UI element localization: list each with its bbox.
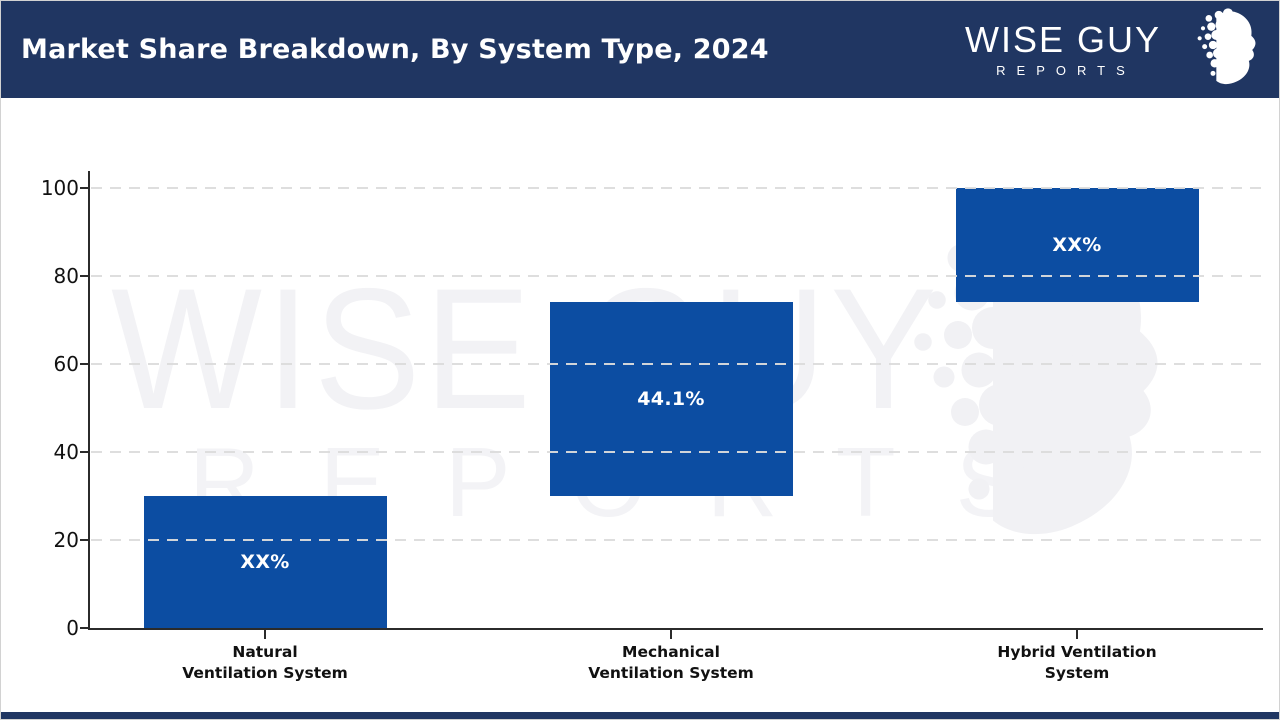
header-banner: Market Share Breakdown, By System Type, … <box>1 1 1279 98</box>
category-label-1: Natural Ventilation System <box>105 642 425 684</box>
category-label-line: Natural <box>232 643 298 661</box>
y-tick-mark-80 <box>80 275 89 277</box>
bar-natural-ventilation-system: XX% <box>143 496 387 628</box>
gridline-100 <box>91 187 1263 189</box>
y-tick-mark-20 <box>80 539 89 541</box>
category-label-3: Hybrid Ventilation System <box>917 642 1237 684</box>
x-axis-line <box>88 628 1263 630</box>
bar-mechanical-ventilation-system: 44.1% <box>549 301 793 496</box>
y-tick-mark-60 <box>80 363 89 365</box>
y-tick-label-0: 0 <box>66 616 79 640</box>
category-label-2: Mechanical Ventilation System <box>511 642 831 684</box>
footer-bar <box>1 712 1279 719</box>
y-tick-label-20: 20 <box>53 528 79 552</box>
wiseguy-logo-text: WISE GUY REPORTS <box>964 19 1161 78</box>
x-tick-mark-1 <box>264 630 266 639</box>
logo-face-dots-icon <box>1197 7 1256 84</box>
logo-reports-label: REPORTS <box>996 63 1136 78</box>
y-tick-mark-100 <box>80 187 89 189</box>
bar-value-label: 44.1% <box>637 387 705 410</box>
y-tick-mark-40 <box>80 451 89 453</box>
category-label-line: Ventilation System <box>182 664 348 682</box>
gridline-80 <box>91 275 1263 277</box>
bar-value-label: XX% <box>240 551 290 573</box>
category-label-line: Hybrid Ventilation <box>997 643 1157 661</box>
gridline-20 <box>91 539 1263 541</box>
logo-wiseguy-label: WISE GUY <box>964 19 1161 60</box>
wiseguy-logo: WISE GUY REPORTS <box>964 7 1263 92</box>
y-tick-label-80: 80 <box>53 264 79 288</box>
page-title: Market Share Breakdown, By System Type, … <box>21 34 769 65</box>
category-label-line: System <box>1044 664 1110 682</box>
y-axis-line <box>88 171 90 630</box>
y-tick-label-100: 100 <box>40 176 79 200</box>
y-tick-label-40: 40 <box>53 440 79 464</box>
y-tick-label-60: 60 <box>53 352 79 376</box>
gridline-60 <box>91 363 1263 365</box>
x-tick-mark-3 <box>1076 630 1078 639</box>
gridline-40 <box>91 451 1263 453</box>
category-label-line: Ventilation System <box>588 664 754 682</box>
bar-value-label: XX% <box>1052 233 1102 256</box>
x-tick-mark-2 <box>670 630 672 639</box>
bar-hybrid-ventilation-system: XX% <box>955 188 1199 302</box>
y-tick-mark-0 <box>80 627 89 629</box>
category-label-line: Mechanical <box>622 643 720 661</box>
